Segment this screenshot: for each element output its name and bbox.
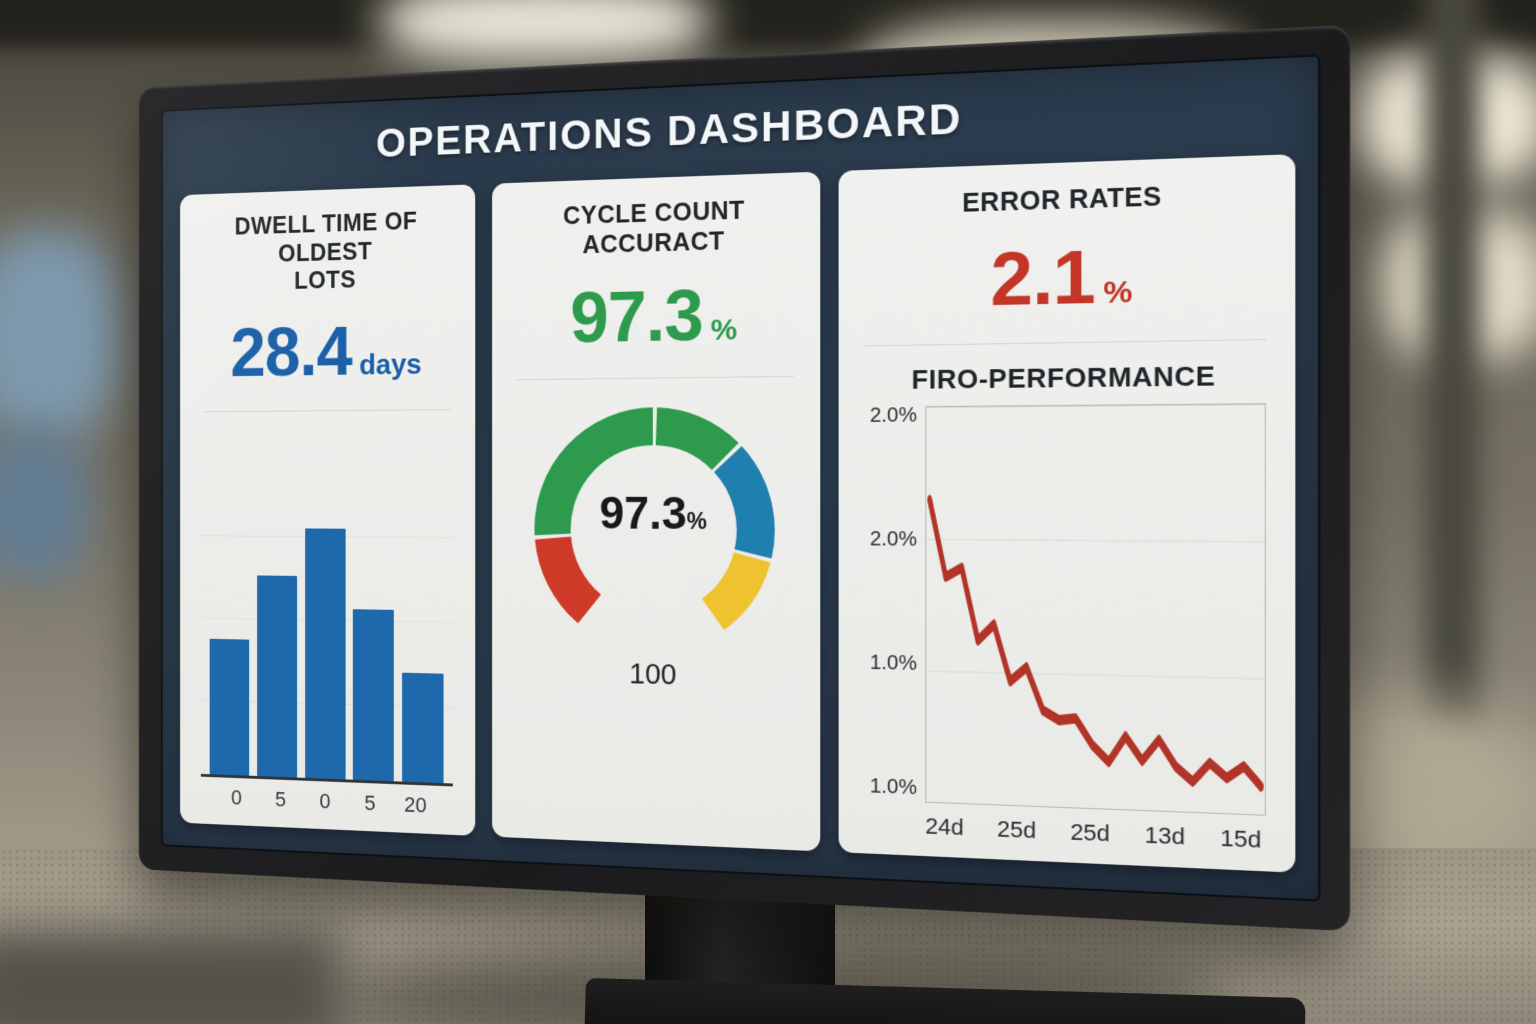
x-tick-label: 0 (319, 788, 331, 814)
accuracy-gauge: 97.3% 100 (509, 389, 802, 834)
bar (353, 609, 395, 782)
desk-shadow-corner (0, 930, 340, 1024)
card-dwell-time: DWELL TIME OF OLDEST LOTS 28.4 days 0 5 0 5 2… (180, 184, 476, 836)
kpi-value: 2.1 (990, 235, 1095, 322)
x-tick-label: 0 (230, 785, 242, 810)
monitor: OPERATIONS DASHBOARD DWELL TIME OF OLDES… (138, 24, 1351, 932)
y-tick-label: 1.0% (869, 774, 917, 800)
monitor-bezel: OPERATIONS DASHBOARD DWELL TIME OF OLDES… (138, 24, 1351, 932)
y-tick-label: 2.0% (869, 403, 917, 427)
y-tick-label: 2.0% (869, 527, 917, 551)
gauge-segment-green-right (656, 426, 725, 457)
x-tick-label: 25d (1070, 818, 1110, 847)
dwell-bars (200, 527, 453, 784)
plot-area (925, 402, 1266, 816)
line-series (926, 404, 1264, 815)
gauge-max-label: 100 (629, 658, 677, 692)
background-ceiling-light (380, 0, 710, 65)
y-tick-label: 1.0% (869, 651, 917, 675)
bar (209, 638, 250, 776)
background-window (0, 430, 90, 580)
background-window (0, 230, 120, 440)
card-error-rates: ERROR RATES 2.1% FIRO-PERFORMANCE 2.0% 2.… (838, 154, 1296, 873)
bar (402, 672, 444, 784)
kpi-unit: % (1103, 274, 1133, 310)
x-tick-label: 20 (404, 792, 427, 818)
bar (256, 575, 297, 778)
card-title: DWELL TIME OF OLDEST LOTS (234, 207, 418, 295)
card-title: CYCLE COUNT ACCURACT (563, 196, 745, 259)
kpi-dwell-time: 28.4 days (196, 310, 459, 393)
divider (202, 408, 451, 412)
kpi-cycle-accuracy: 97.3% (509, 272, 802, 359)
x-tick-label: 25d (997, 815, 1037, 844)
bar (304, 528, 346, 780)
x-tick-label: 5 (274, 787, 286, 812)
kpi-unit: days (359, 348, 422, 381)
card-title: ERROR RATES (962, 182, 1162, 218)
page-title: OPERATIONS DASHBOARD (375, 94, 963, 166)
dashboard-cards: DWELL TIME OF OLDEST LOTS 28.4 days 0 5 0 5 2… (161, 153, 1320, 902)
divider (516, 375, 794, 381)
x-tick-label: 24d (925, 812, 964, 841)
y-axis-labels: 2.0% 2.0% 1.0% 1.0% (865, 403, 925, 803)
background-pillar (1425, 0, 1480, 730)
x-tick-label: 15d (1220, 824, 1262, 854)
gauge-segment-red (553, 538, 590, 609)
error-rate-series (930, 499, 1261, 786)
x-tick-label: 13d (1144, 821, 1186, 850)
kpi-error-rate: 2.1% (857, 229, 1275, 324)
card-cycle-count: CYCLE COUNT ACCURACT 97.3% 97.3% (492, 171, 821, 852)
line-chart-main: 2.0% 2.0% 1.0% 1.0% (865, 402, 1266, 816)
gauge-center-label: 97.3% (599, 486, 707, 539)
gauge-arc: 97.3% (509, 389, 802, 660)
kpi-value: 97.3 (570, 275, 703, 358)
kpi-value: 28.4 (230, 312, 352, 391)
dwell-bar-chart: 0 5 0 5 20 (196, 421, 459, 819)
x-tick-label: 5 (364, 790, 376, 816)
gauge-segment-yellow (713, 557, 752, 615)
monitor-screen: OPERATIONS DASHBOARD DWELL TIME OF OLDES… (161, 54, 1321, 902)
divider (865, 338, 1266, 346)
line-chart-title: FIRO-PERFORMANCE (911, 359, 1216, 395)
kpi-unit: % (710, 313, 738, 347)
error-line-chart: 2.0% 2.0% 1.0% 1.0% 24d 25d 25d 13d 15d (857, 402, 1275, 855)
